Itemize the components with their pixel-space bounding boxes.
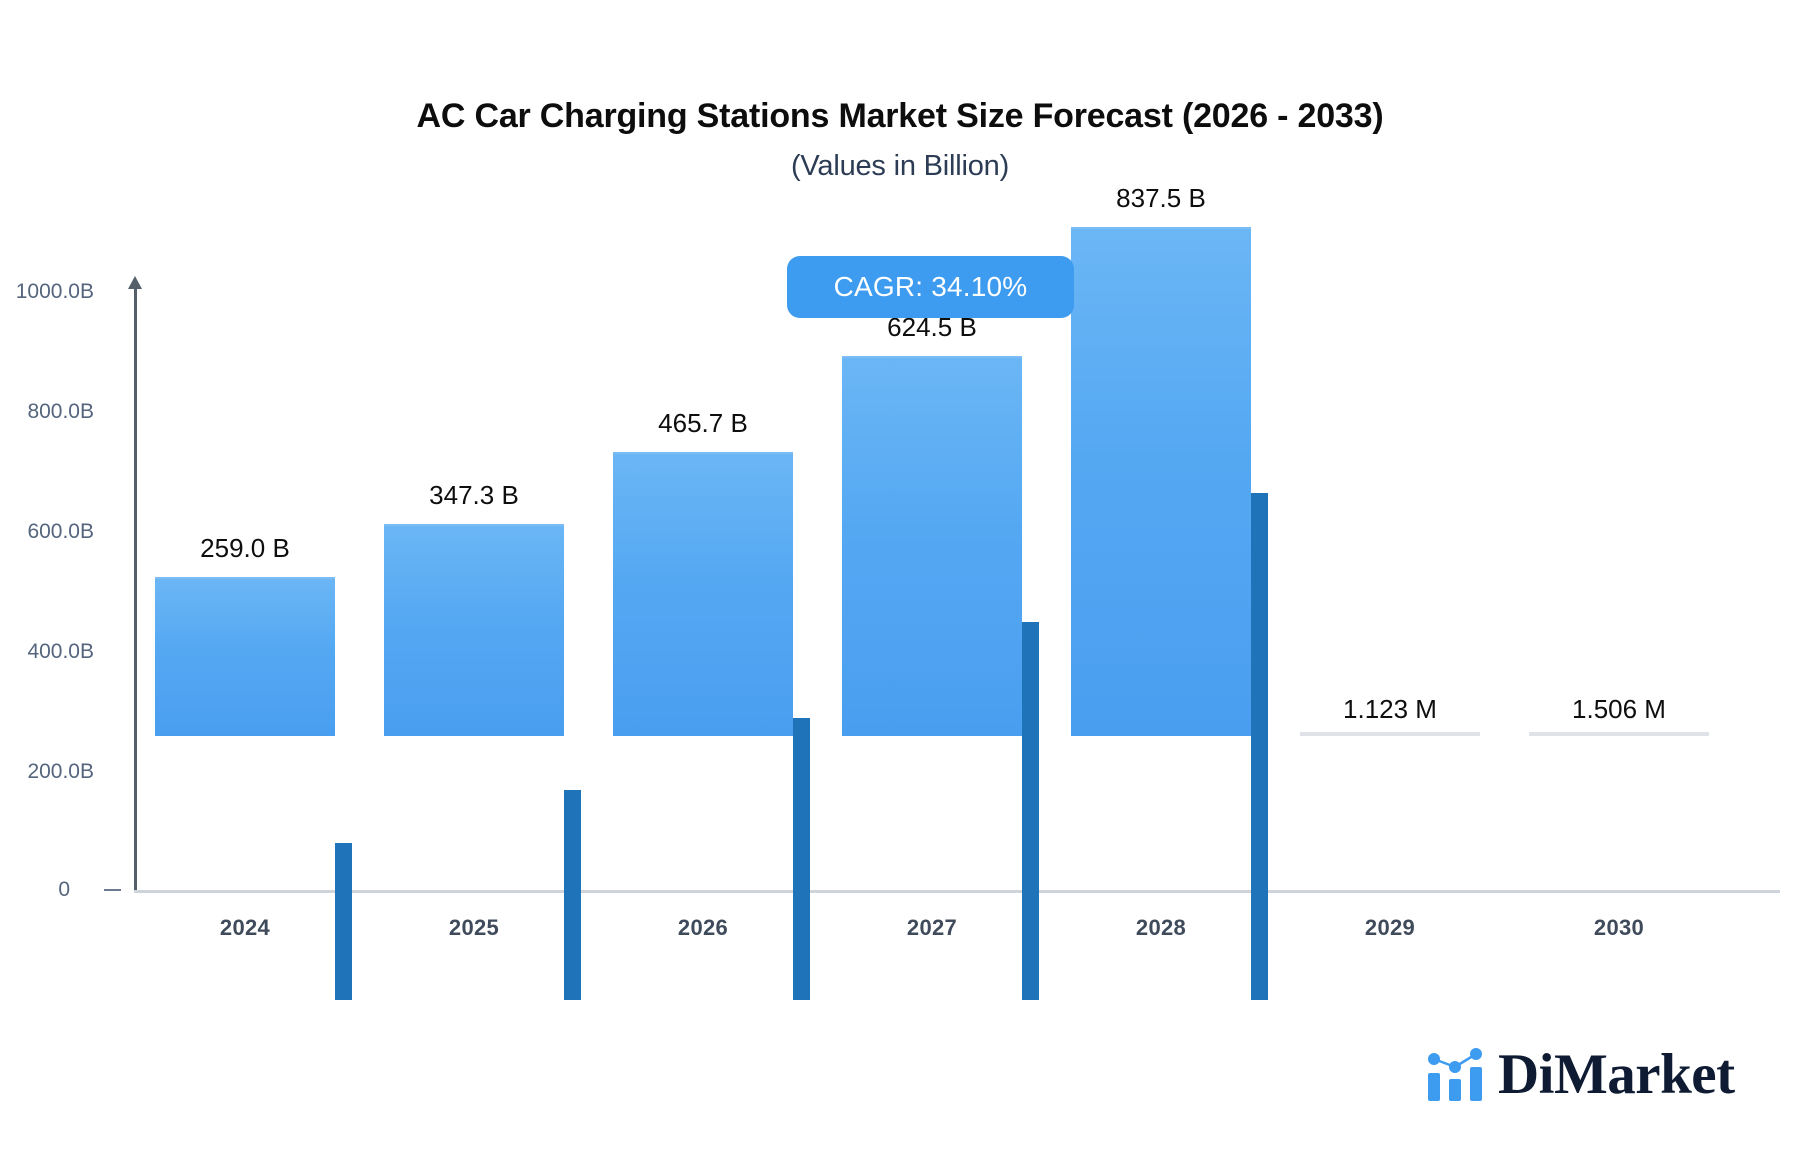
bar-2029[interactable] [1300, 732, 1480, 736]
cagr-badge: CAGR: 34.10% [787, 256, 1074, 318]
y-axis-tick-label: 600.0B [27, 520, 94, 543]
x-axis-tick-label-2027: 2027 [906, 915, 958, 940]
bar-side-2026 [793, 718, 810, 1000]
y-axis-tick-label: 800.0B [27, 400, 94, 423]
y-axis-arrow [128, 276, 142, 289]
y-axis-tick-label: 200.0B [27, 760, 94, 783]
y-axis-tick-label: 1000.0B [15, 280, 94, 303]
bar-2030[interactable] [1529, 732, 1709, 736]
chart-subtitle: (Values in Billion) [790, 149, 1010, 182]
bar-2025[interactable] [384, 524, 564, 736]
x-axis-tick-label-2024: 2024 [219, 915, 271, 940]
y-axis-tick-label: 0 [58, 878, 70, 901]
bar-chart-trend-icon [1428, 1048, 1482, 1101]
bar-2024[interactable] [155, 577, 335, 736]
y-axis-line [134, 287, 137, 892]
cagr-badge-label: CAGR: 34.10% [833, 271, 1028, 302]
bar-2026[interactable] [613, 452, 793, 736]
x-axis-line [134, 890, 1780, 893]
brand-logo: DiMarket [1424, 1045, 1735, 1103]
page-title: AC Car Charging Stations Market Size For… [416, 97, 1384, 135]
x-axis-tick-label-2025: 2025 [448, 915, 500, 940]
x-axis-tick-label-2029: 2029 [1364, 915, 1416, 940]
bar-side-2025 [564, 790, 581, 1000]
chart-plot-area: 1000.0B 800.0B 600.0B 400.0B 200.0B 0 25… [15, 183, 1780, 1000]
bar-value-2029: 1.123 M [1343, 694, 1437, 724]
bar-2028[interactable] [1071, 227, 1251, 736]
brand-name: DiMarket [1498, 1042, 1735, 1106]
bar-2027[interactable] [842, 356, 1022, 736]
x-axis-tick-label-2030: 2030 [1593, 915, 1645, 940]
x-axis-tick-label-2028: 2028 [1135, 915, 1187, 940]
bar-side-2028 [1251, 493, 1268, 1000]
bar-value-2026: 465.7 B [658, 408, 748, 438]
bar-value-2030: 1.506 M [1572, 694, 1666, 724]
bar-value-2024: 259.0 B [200, 533, 290, 563]
y-axis-tick-label: 400.0B [27, 640, 94, 663]
y-axis-zero-tick [104, 889, 121, 891]
bar-value-2028: 837.5 B [1116, 183, 1206, 213]
x-axis-tick-label-2026: 2026 [677, 915, 729, 940]
bar-side-2027 [1022, 622, 1039, 1000]
bar-value-2025: 347.3 B [429, 480, 519, 510]
chart-header: AC Car Charging Stations Market Size For… [0, 96, 1800, 183]
bar-side-2024 [335, 843, 352, 1000]
